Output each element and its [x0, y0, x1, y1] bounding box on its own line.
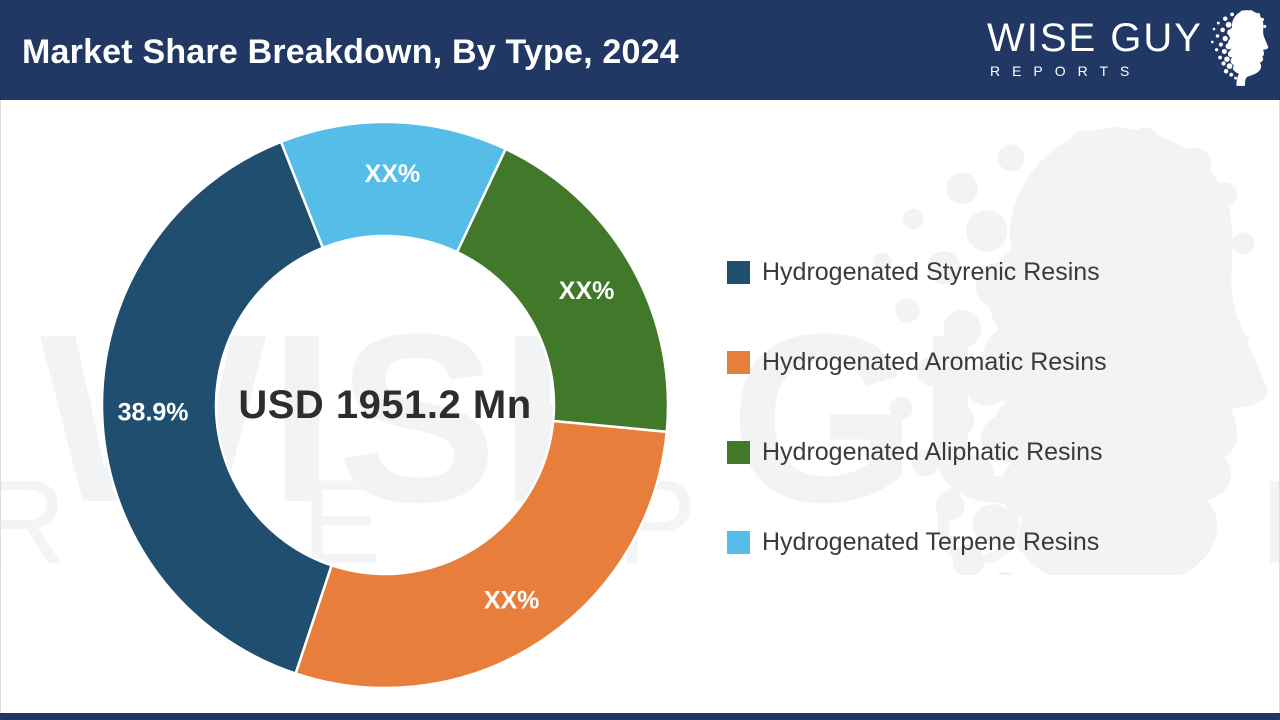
donut-slice-label-0: 38.9%: [118, 398, 189, 426]
legend-label-aliphatic: Hydrogenated Aliphatic Resins: [762, 437, 1103, 466]
legend-label-styrenic: Hydrogenated Styrenic Resins: [762, 257, 1100, 286]
legend-swatch-styrenic: [727, 260, 750, 284]
logo-subtext: REPORTS: [989, 62, 1142, 79]
wiseguy-head-icon: [1208, 8, 1270, 88]
legend-swatch-aliphatic: [727, 440, 750, 464]
logo-text: WISE GUY REPORTS: [987, 18, 1203, 79]
legend-label-terpene: Hydrogenated Terpene Resins: [762, 527, 1100, 556]
footer-bar: [0, 713, 1280, 720]
donut-slice-2: [455, 147, 670, 434]
donut-center-value: USD 1951.2 Mn: [238, 383, 532, 427]
legend-swatch-terpene: [727, 530, 750, 554]
donut-slice-1: [294, 419, 669, 690]
legend-item-aromatic: Hydrogenated Aromatic Resins: [727, 345, 1107, 379]
legend-swatch-aromatic: [727, 350, 750, 374]
legend-label-aromatic: Hydrogenated Aromatic Resins: [762, 347, 1107, 376]
donut-slice-label-2: XX%: [559, 277, 615, 305]
page-title: Market Share Breakdown, By Type, 2024: [22, 33, 679, 71]
wiseguy-logo: WISE GUY REPORTS: [987, 8, 1270, 88]
logo-wordmark: WISE GUY: [986, 15, 1203, 60]
donut-slice-label-1: XX%: [484, 586, 540, 614]
donut-slice-0: [100, 140, 334, 676]
donut-slice-label-3: XX%: [365, 160, 421, 188]
header-bar: Market Share Breakdown, By Type, 2024 WI…: [0, 0, 1280, 100]
legend-item-aliphatic: Hydrogenated Aliphatic Resins: [727, 435, 1102, 469]
legend-item-terpene: Hydrogenated Terpene Resins: [727, 525, 1099, 559]
legend-item-styrenic: Hydrogenated Styrenic Resins: [727, 255, 1100, 289]
donut-chart: 38.9% XX% XX% XX%: [100, 120, 670, 690]
